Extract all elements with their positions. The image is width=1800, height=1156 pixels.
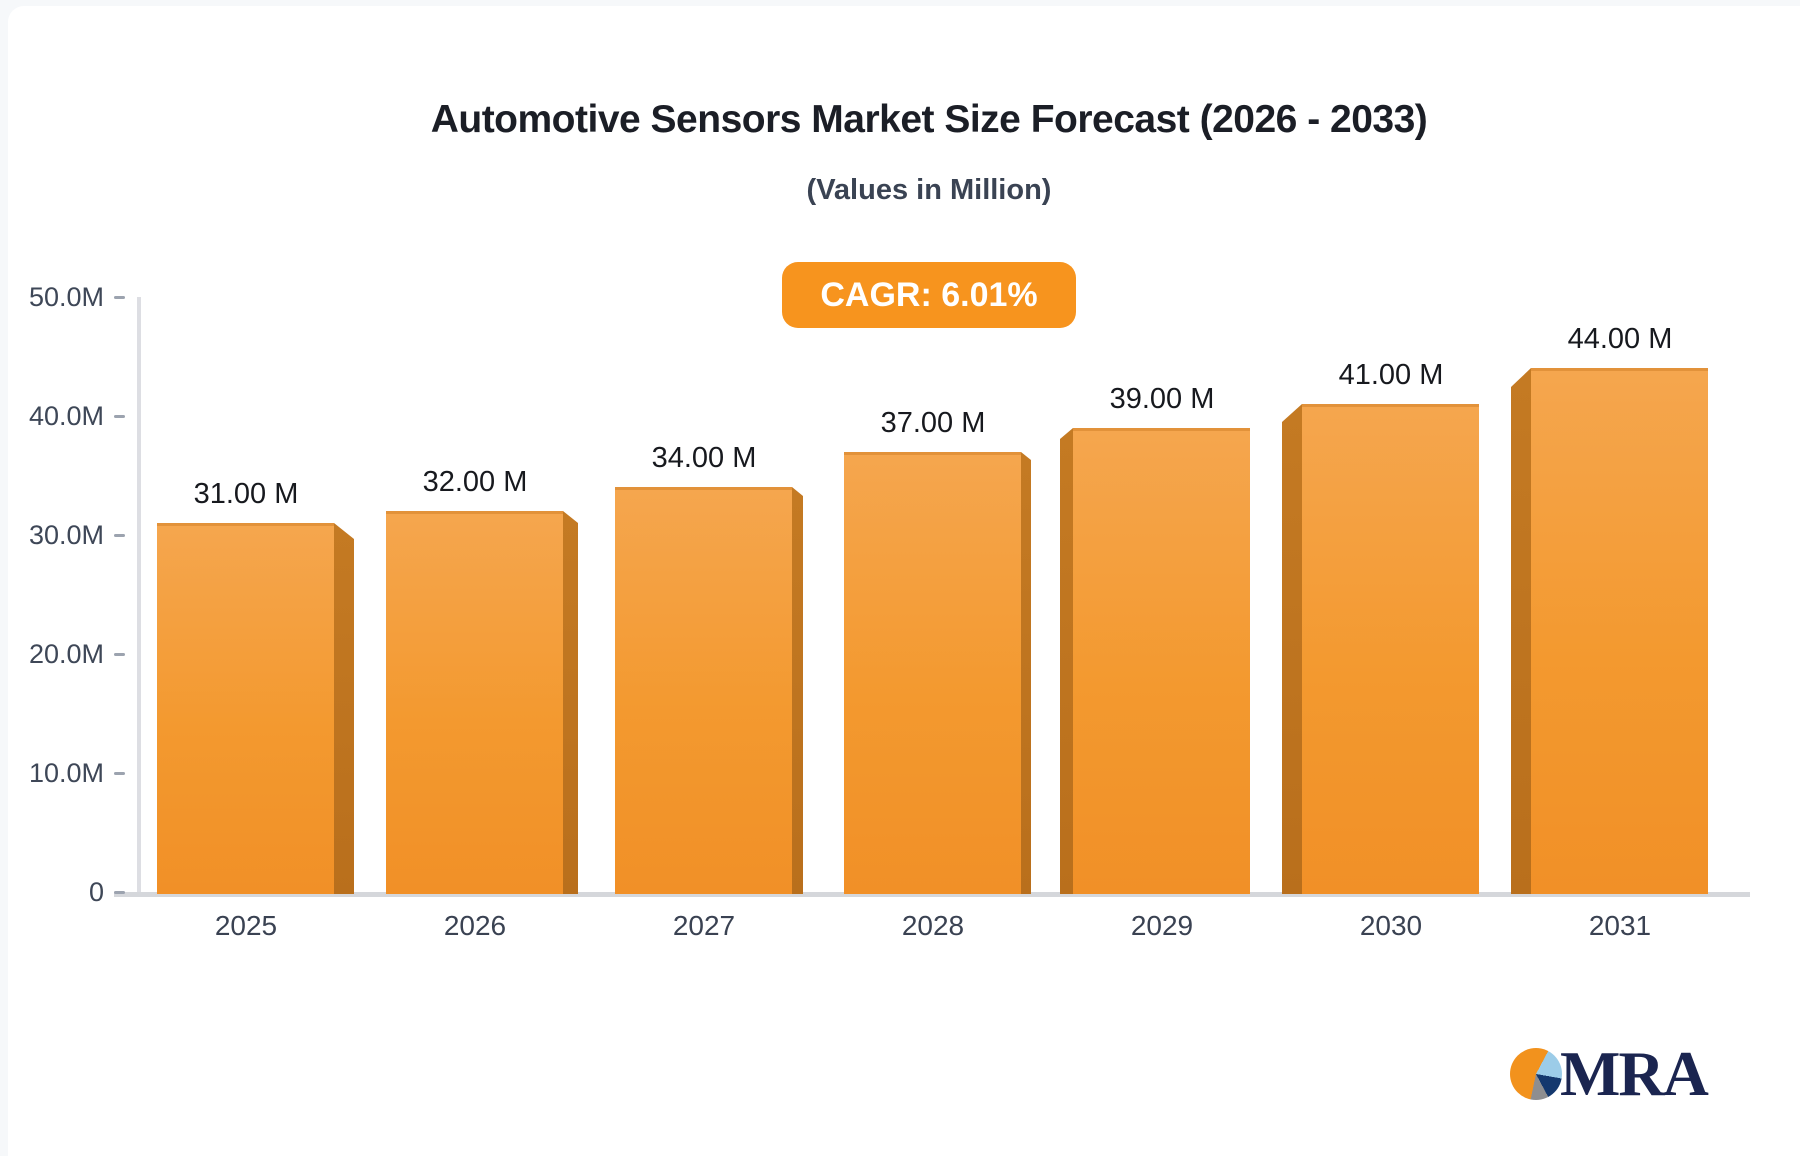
brand-logo: MRA (1510, 1038, 1709, 1109)
bar-front-face (1531, 368, 1708, 894)
bar-value-label: 37.00 M (880, 407, 986, 439)
chart-subtitle: (Values in Million) (806, 174, 1052, 206)
y-axis-line (137, 297, 141, 892)
bar-front-face (1073, 428, 1250, 894)
bar-2028 (844, 452, 1031, 894)
bar-value-label: 41.00 M (1338, 359, 1444, 391)
x-axis-tick-label: 2031 (1588, 910, 1652, 941)
bar-2026 (386, 511, 578, 894)
bar-side-face (792, 487, 803, 894)
bar-2027 (615, 487, 803, 894)
bar-2025 (157, 523, 354, 894)
x-axis-tick-label: 2026 (443, 910, 507, 941)
bar-2031 (1511, 368, 1708, 894)
bar-side-face (1282, 404, 1302, 894)
bar-side-face (563, 511, 578, 894)
y-axis-tick-mark (114, 891, 125, 894)
y-axis-tick-label: 40.0M (28, 401, 104, 431)
x-axis-line (114, 892, 1750, 897)
bar-value-label: 39.00 M (1109, 383, 1215, 415)
bar-value-label: 34.00 M (651, 442, 757, 474)
y-axis-tick-mark (114, 296, 125, 299)
y-axis-tick-label: 50.0M (28, 282, 104, 312)
cagr-badge-row: CAGR: 6.01% (118, 262, 1740, 328)
brand-logo-text: MRA (1560, 1038, 1709, 1109)
bar-value-label: 32.00 M (422, 466, 528, 498)
bar-side-face (1021, 452, 1031, 894)
bar-side-face (1511, 368, 1531, 894)
pie-chart-logo-icon (1510, 1048, 1562, 1100)
chart-card: Automotive Sensors Market Size Forecast … (8, 6, 1800, 1156)
y-axis-tick-mark (114, 534, 125, 537)
y-axis-tick-mark (114, 653, 125, 656)
bar-front-face (157, 523, 334, 894)
x-axis-tick-label: 2030 (1359, 910, 1423, 941)
y-axis-tick-mark (114, 415, 125, 418)
y-axis-tick-label: 0 (88, 877, 104, 907)
bar-side-face (1060, 428, 1073, 894)
x-axis-tick-label: 2028 (901, 910, 965, 941)
x-axis-tick-label: 2029 (1130, 910, 1194, 941)
bar-value-label: 44.00 M (1567, 323, 1673, 355)
bar-value-label: 31.00 M (193, 478, 299, 510)
cagr-badge: CAGR: 6.01% (782, 262, 1076, 328)
y-axis-tick-label: 30.0M (28, 520, 104, 550)
x-axis-tick-label: 2025 (214, 910, 278, 941)
y-axis-tick-mark (114, 772, 125, 775)
bar-front-face (386, 511, 563, 894)
y-axis-tick-label: 20.0M (28, 639, 104, 669)
bar-2029 (1060, 428, 1250, 894)
bar-2030 (1282, 404, 1479, 894)
bar-front-face (1302, 404, 1479, 894)
chart-title: Automotive Sensors Market Size Forecast … (430, 98, 1428, 141)
bar-side-face (334, 523, 354, 894)
bar-front-face (844, 452, 1021, 894)
x-axis-tick-label: 2027 (672, 910, 736, 941)
y-axis-tick-label: 10.0M (28, 758, 104, 788)
bar-front-face (615, 487, 792, 894)
